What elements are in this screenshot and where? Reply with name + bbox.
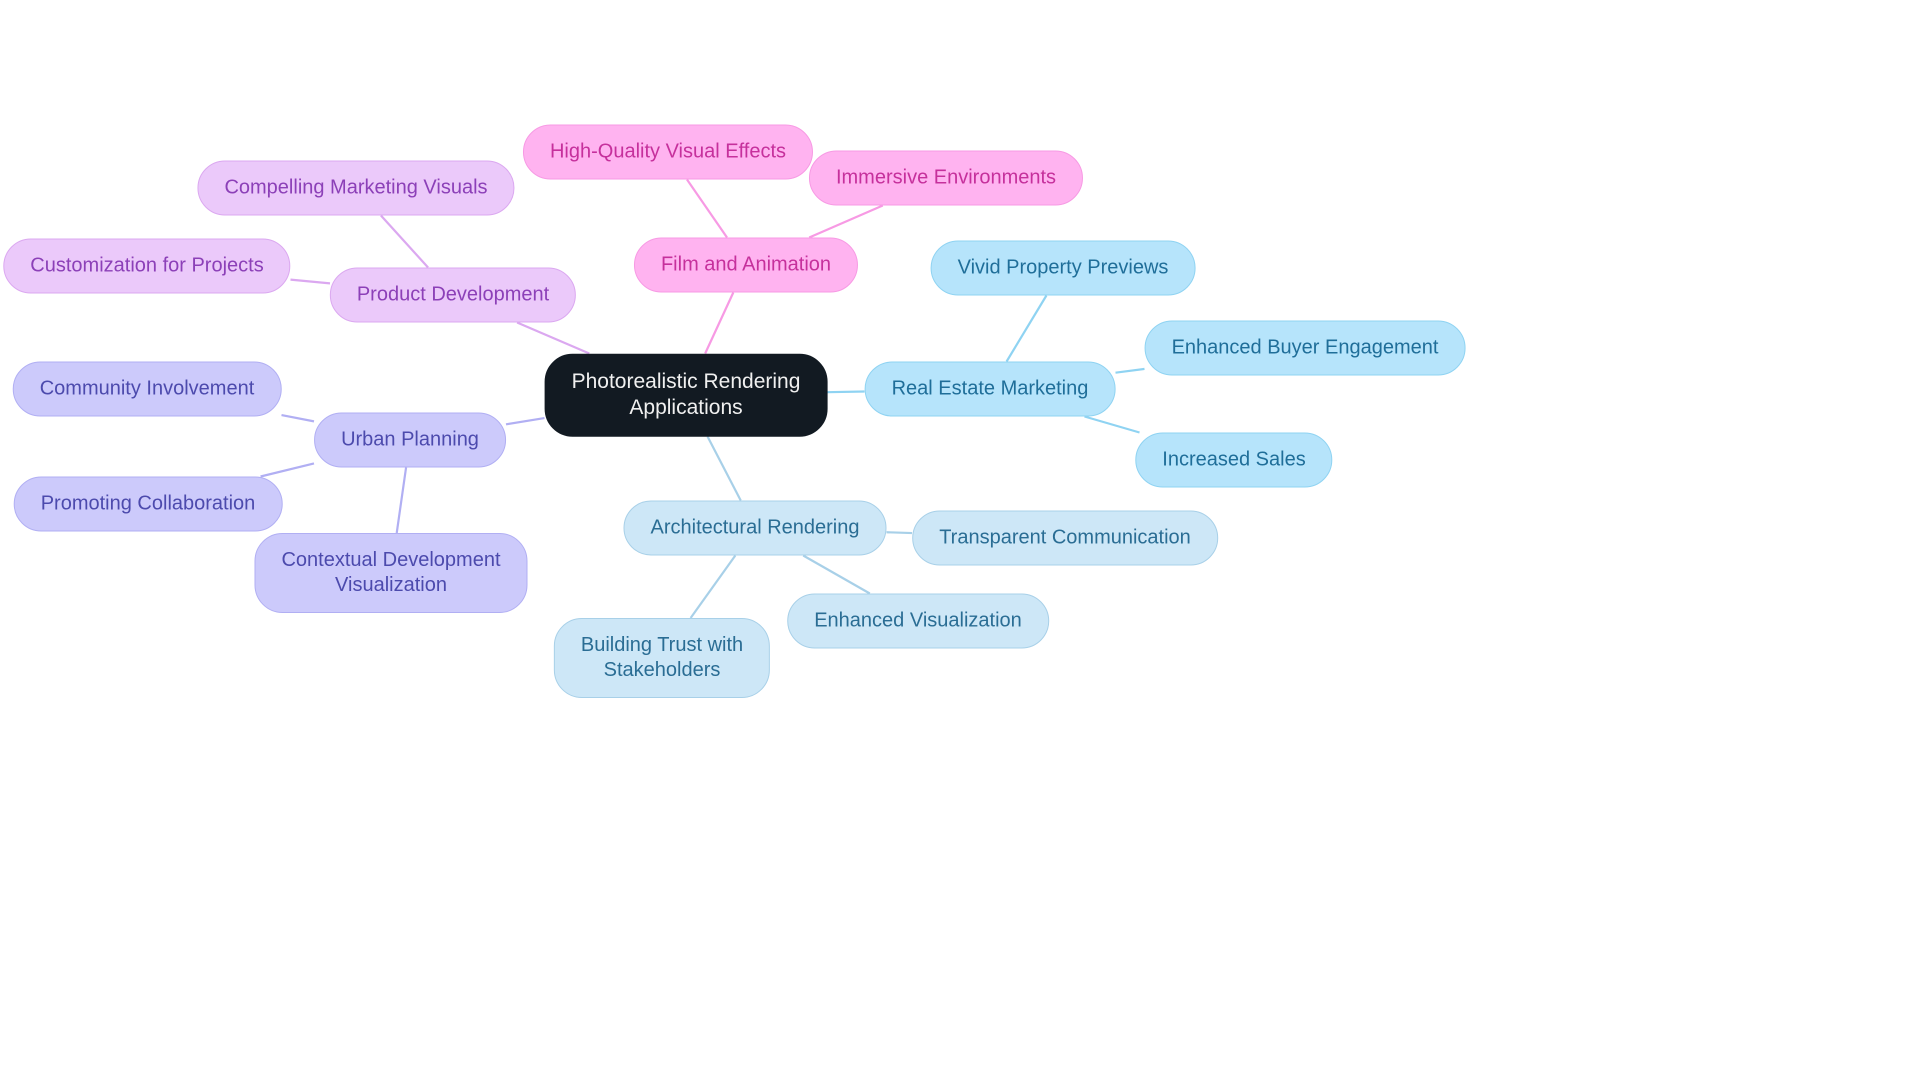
node-label: Film and Animation bbox=[661, 253, 831, 278]
node-marketing: Compelling Marketing Visuals bbox=[197, 161, 514, 216]
node-sales: Increased Sales bbox=[1135, 433, 1332, 488]
edge bbox=[1085, 417, 1140, 433]
edge bbox=[887, 532, 913, 533]
node-comm: Transparent Communication bbox=[912, 511, 1218, 566]
edge bbox=[517, 323, 589, 354]
node-label: Compelling Marketing Visuals bbox=[224, 176, 487, 201]
node-label: Product Development bbox=[357, 283, 549, 308]
node-vfx: High-Quality Visual Effects bbox=[523, 125, 813, 180]
node-label: Enhanced Buyer Engagement bbox=[1172, 336, 1439, 361]
node-center: Photorealistic RenderingApplications bbox=[545, 354, 828, 437]
node-urban: Urban Planning bbox=[314, 413, 506, 468]
edge bbox=[809, 206, 883, 238]
node-label: Promoting Collaboration bbox=[41, 492, 256, 517]
node-realestate: Real Estate Marketing bbox=[865, 362, 1116, 417]
node-arch: Architectural Rendering bbox=[624, 501, 887, 556]
edge bbox=[1007, 296, 1047, 362]
edge bbox=[282, 415, 315, 421]
node-label: Real Estate Marketing bbox=[892, 377, 1089, 402]
node-label: Customization for Projects bbox=[30, 254, 263, 279]
node-collab: Promoting Collaboration bbox=[14, 477, 283, 532]
node-label: Immersive Environments bbox=[836, 166, 1056, 191]
node-label: Community Involvement bbox=[40, 377, 255, 402]
node-label: Urban Planning bbox=[341, 428, 479, 453]
node-custom: Customization for Projects bbox=[3, 239, 290, 294]
node-vivid: Vivid Property Previews bbox=[931, 241, 1196, 296]
edge bbox=[381, 216, 428, 268]
edge bbox=[1116, 369, 1145, 373]
edge bbox=[397, 468, 406, 534]
edge bbox=[687, 180, 727, 238]
node-immersive: Immersive Environments bbox=[809, 151, 1083, 206]
node-film: Film and Animation bbox=[634, 238, 858, 293]
edge bbox=[291, 280, 331, 284]
node-community: Community Involvement bbox=[13, 362, 282, 417]
edge bbox=[828, 391, 865, 392]
node-product: Product Development bbox=[330, 268, 576, 323]
node-trust: Building Trust withStakeholders bbox=[554, 618, 770, 698]
node-label: Transparent Communication bbox=[939, 526, 1191, 551]
node-label: High-Quality Visual Effects bbox=[550, 140, 786, 165]
node-label: Contextual DevelopmentVisualization bbox=[281, 548, 500, 598]
node-viz: Enhanced Visualization bbox=[787, 594, 1049, 649]
node-label: Vivid Property Previews bbox=[958, 256, 1169, 281]
edge bbox=[261, 463, 314, 476]
edge bbox=[506, 418, 545, 424]
node-label: Building Trust withStakeholders bbox=[581, 633, 743, 683]
node-label: Increased Sales bbox=[1162, 448, 1305, 473]
node-label: Photorealistic RenderingApplications bbox=[572, 369, 801, 422]
node-label: Enhanced Visualization bbox=[814, 609, 1022, 634]
node-context: Contextual DevelopmentVisualization bbox=[254, 533, 527, 613]
node-label: Architectural Rendering bbox=[651, 516, 860, 541]
node-buyer: Enhanced Buyer Engagement bbox=[1145, 321, 1466, 376]
edge bbox=[705, 293, 733, 354]
edge bbox=[708, 437, 741, 501]
edge bbox=[803, 556, 870, 594]
edge bbox=[691, 556, 736, 619]
